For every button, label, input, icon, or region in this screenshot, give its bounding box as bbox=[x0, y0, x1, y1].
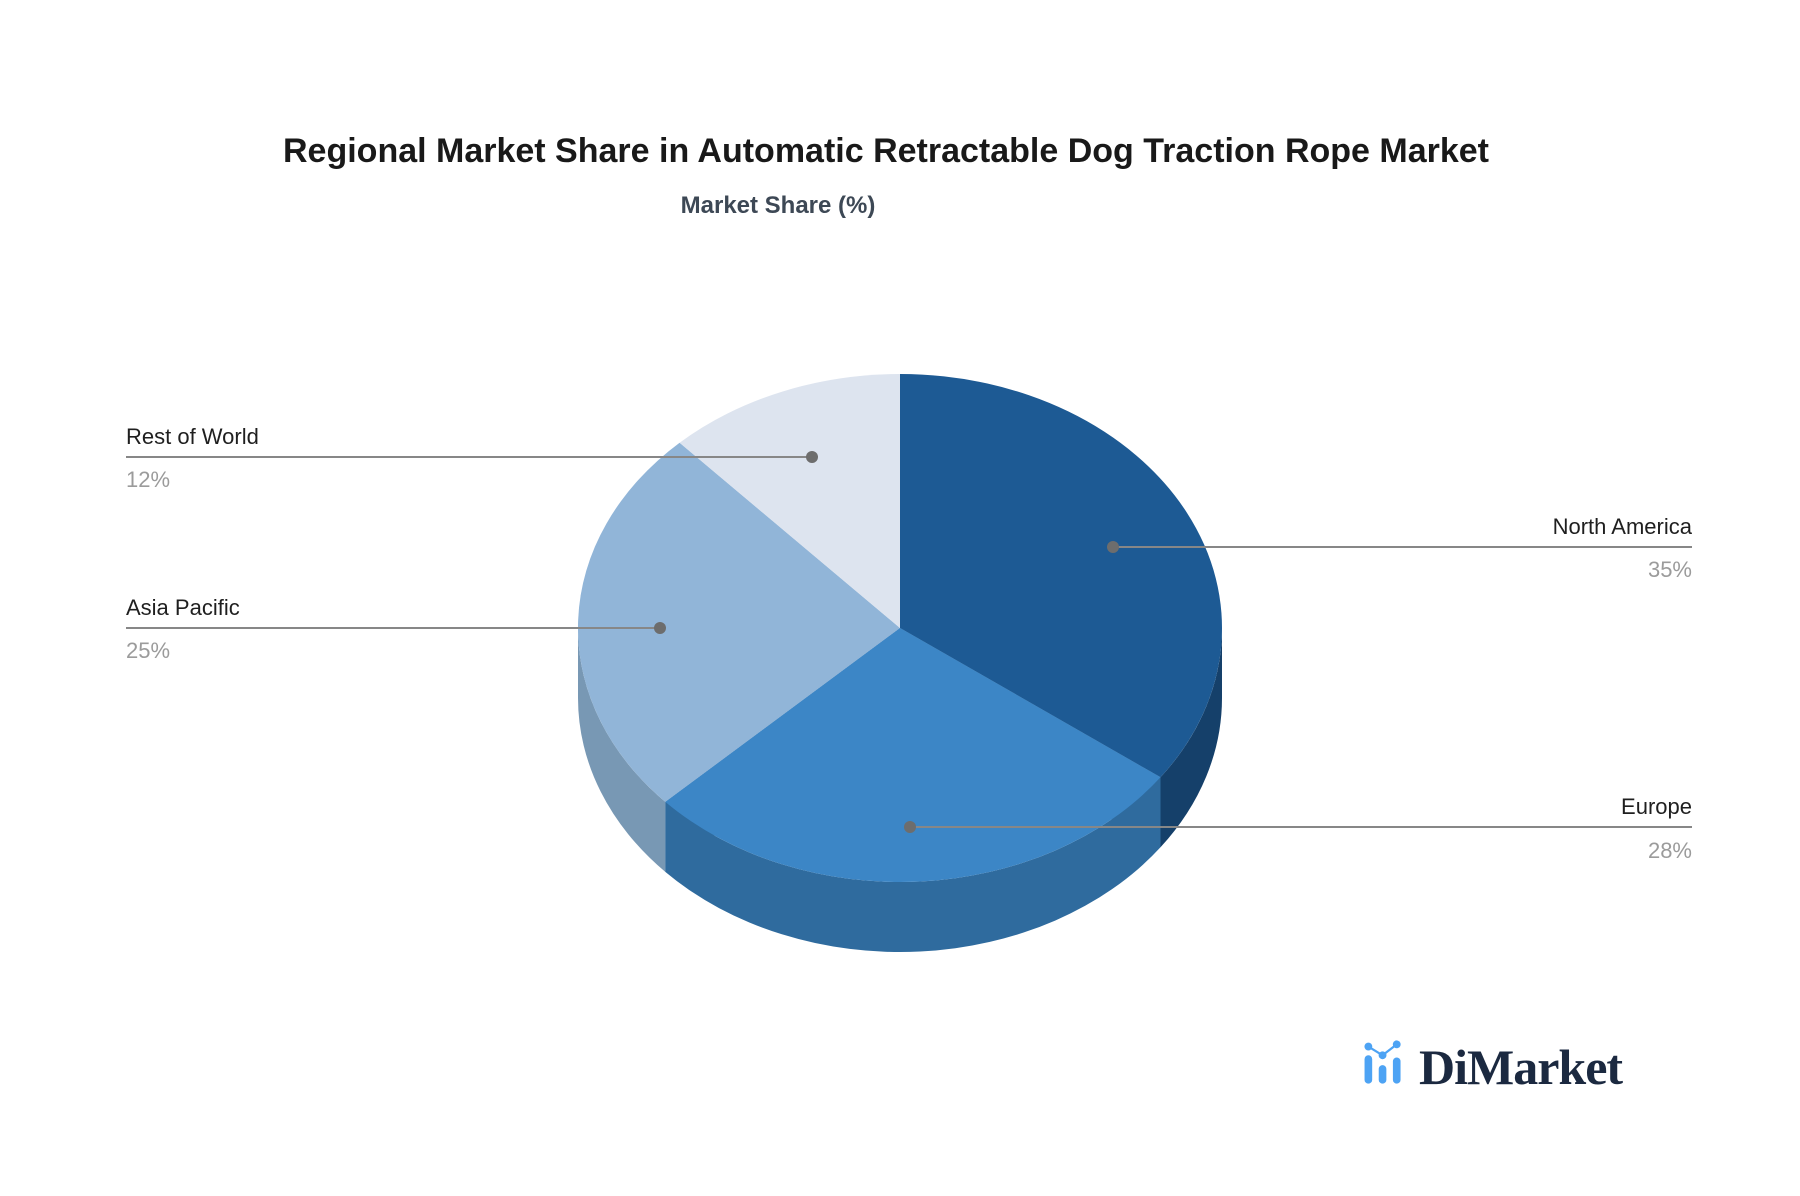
callout-value-north-america: 35% bbox=[1647, 557, 1692, 582]
callout-label-asia-pacific: Asia Pacific bbox=[126, 595, 240, 620]
callout-dot-rest-of-world bbox=[806, 451, 818, 463]
pie-side-europe bbox=[665, 777, 1161, 953]
callout-dot-asia-pacific bbox=[654, 622, 666, 634]
chart-subtitle: Market Share (%) bbox=[680, 192, 876, 219]
pie-side-north-america bbox=[1160, 628, 1222, 848]
callout-value-asia-pacific: 25% bbox=[126, 638, 171, 663]
pie-side-asia-pacific bbox=[578, 628, 666, 872]
callout-label-north-america: North America bbox=[1552, 514, 1692, 539]
callout-lines-group bbox=[126, 451, 1692, 833]
pie-slice-europe[interactable] bbox=[665, 628, 1161, 883]
callout-dot-europe bbox=[904, 821, 916, 833]
pie-slice-asia-pacific[interactable] bbox=[577, 442, 900, 802]
callout-value-europe: 28% bbox=[1647, 838, 1692, 863]
callout-value-rest-of-world: 12% bbox=[126, 467, 171, 492]
callout-label-europe: Europe bbox=[1621, 794, 1692, 819]
logo-text: DiMarket bbox=[1419, 1039, 1623, 1095]
pie-slice-rest-of-world[interactable] bbox=[679, 373, 900, 628]
callout-label-rest-of-world: Rest of World bbox=[126, 424, 259, 449]
callout-dot-north-america bbox=[1107, 541, 1119, 553]
pie-3d-group[interactable] bbox=[577, 373, 1222, 953]
chart-title: Regional Market Share in Automatic Retra… bbox=[282, 132, 1490, 170]
pie-slice-north-america[interactable] bbox=[900, 374, 1222, 778]
logo: DiMarket bbox=[1360, 1039, 1623, 1095]
bar-chart-icon bbox=[1364, 1040, 1401, 1084]
